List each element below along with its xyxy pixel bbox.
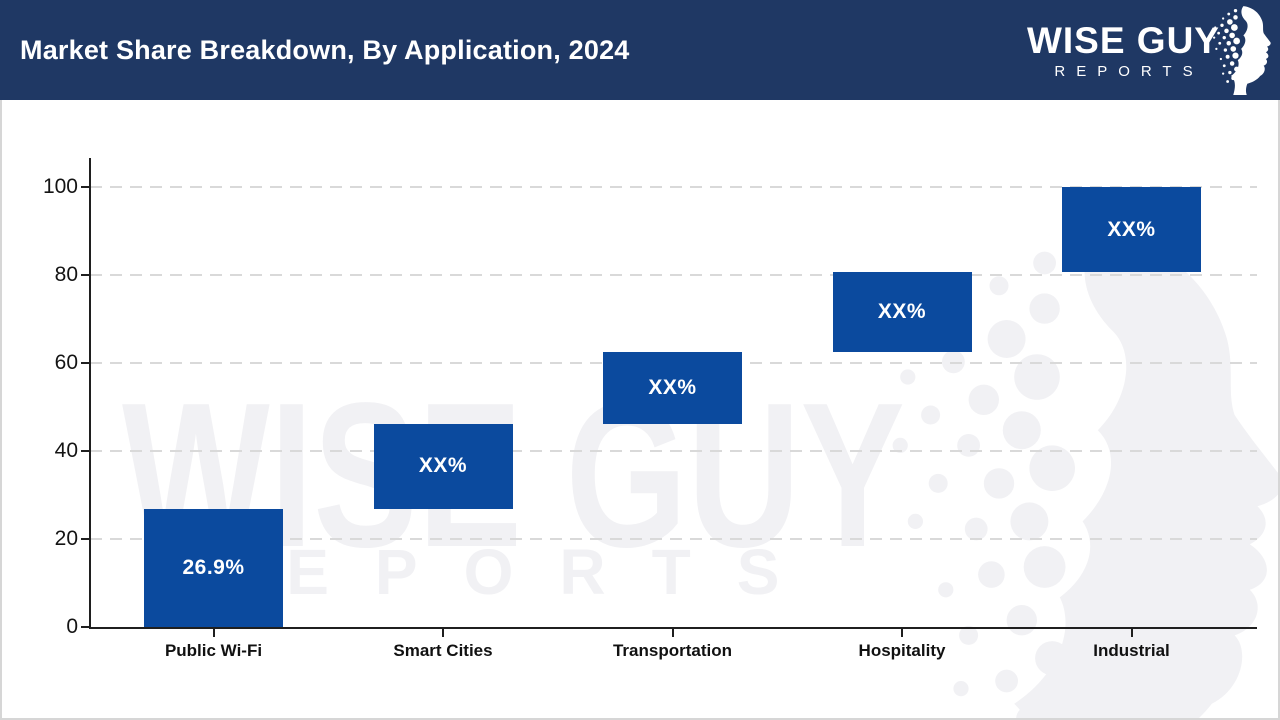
- x-tick-4: [1130, 629, 1133, 637]
- x-tick-1: [442, 629, 444, 637]
- y-tick-40: [81, 450, 90, 452]
- x-category-label: Public Wi-Fi: [164, 641, 263, 660]
- bar-value-label: XX%: [418, 454, 468, 478]
- y-tick-label-0: 0: [66, 615, 78, 638]
- page-title: Market Share Breakdown, By Application, …: [20, 34, 630, 65]
- x-category-label: Transportation: [612, 641, 732, 660]
- header-banner: Market Share Breakdown, By Application, …: [0, 0, 1280, 100]
- gridline-40: [90, 450, 1257, 452]
- x-tick-3: [901, 629, 903, 637]
- y-tick-60: [81, 362, 90, 364]
- bar-value-label: 26.9%: [182, 555, 245, 579]
- gridline-80: [90, 274, 1257, 276]
- gridline-20: [90, 538, 1257, 540]
- y-axis-line: [89, 158, 91, 629]
- x-category-label: Hospitality: [858, 641, 946, 660]
- y-tick-0: [81, 626, 90, 628]
- brand-subtitle: REPORTS: [1054, 62, 1204, 80]
- x-category-label: Smart Cities: [393, 641, 493, 660]
- wiseguy-logo: WISE GUY REPORTS: [1027, 5, 1280, 95]
- y-tick-label-20: 20: [54, 527, 78, 550]
- bar-public-wi-fi: 26.9%: [144, 508, 283, 627]
- x-tick-0: [212, 629, 215, 637]
- bar-value-label: XX%: [877, 300, 927, 324]
- bar-transportation: XX%: [603, 352, 742, 424]
- watermark-subtext: REPORTS: [194, 536, 826, 608]
- x-axis-line: [89, 627, 1257, 629]
- y-tick-label-40: 40: [54, 439, 78, 462]
- brand-name: WISE GUY: [1026, 19, 1220, 61]
- x-category-label: Industrial: [1093, 641, 1170, 660]
- y-tick-80: [81, 274, 90, 276]
- wiseguy-logo-text: WISE GUY REPORTS: [1027, 22, 1220, 79]
- y-tick-label-60: 60: [54, 351, 78, 374]
- bar-smart-cities: XX%: [373, 423, 513, 509]
- y-tick-label-100: 100: [42, 175, 78, 198]
- y-tick-100: [81, 186, 90, 188]
- chart-area: WISE GUY REPORTS 0 20 40 60 80 100 26.9% Public…: [0, 100, 1280, 720]
- bar-value-label: XX%: [648, 376, 697, 400]
- bar-industrial: XX%: [1062, 187, 1201, 273]
- x-tick-2: [671, 629, 674, 637]
- bar-hospitality: XX%: [832, 272, 972, 353]
- gridline-100: [90, 186, 1257, 188]
- bar-value-label: XX%: [1107, 217, 1156, 241]
- y-tick-20: [81, 538, 90, 540]
- y-tick-label-80: 80: [54, 263, 78, 286]
